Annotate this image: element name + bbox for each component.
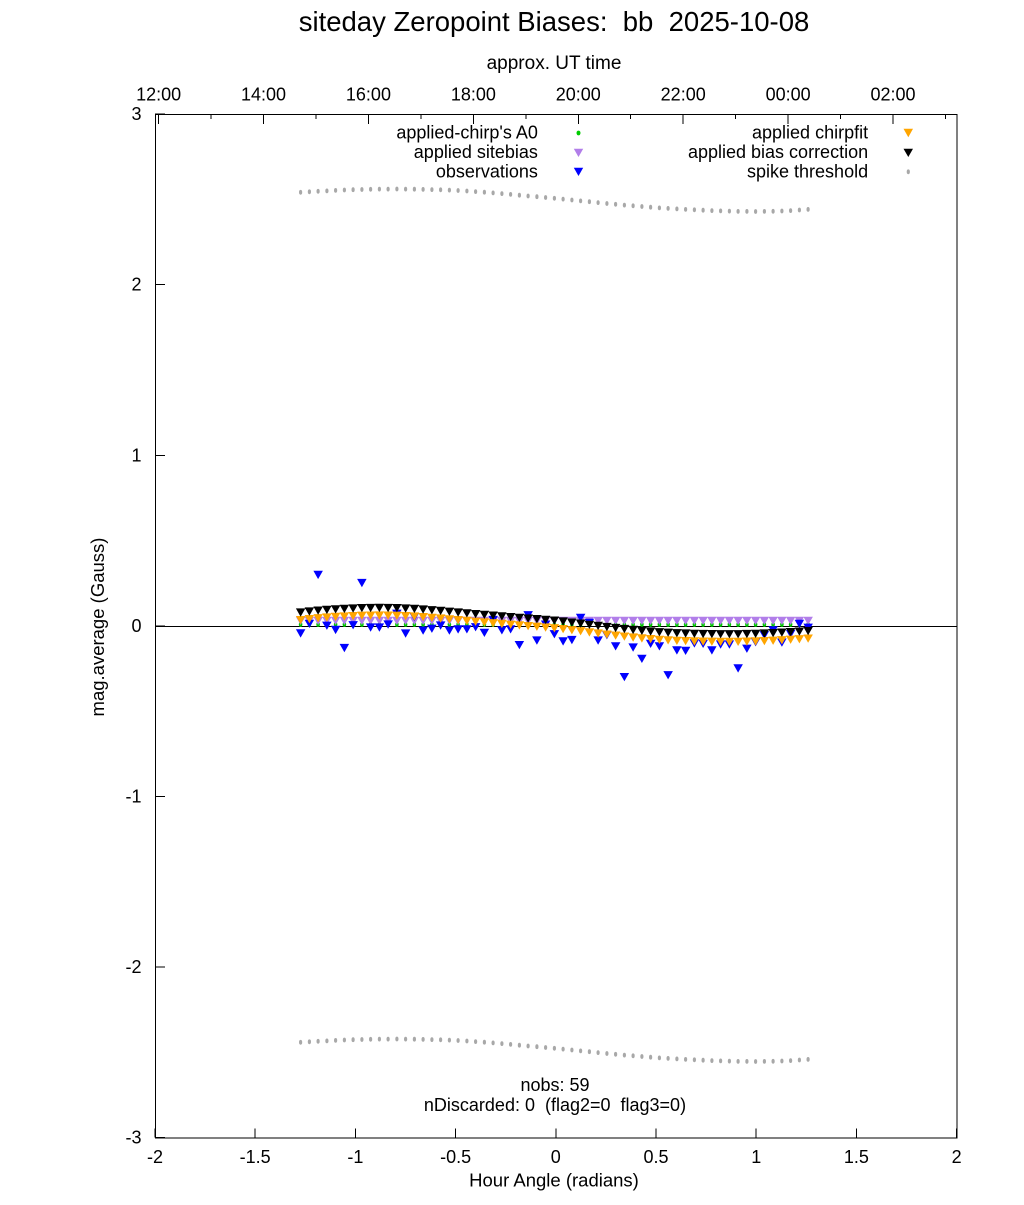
svg-text:20:00: 20:00 <box>556 85 601 105</box>
svg-text:-2: -2 <box>147 1147 163 1167</box>
svg-text:approx. UT time: approx. UT time <box>487 53 622 74</box>
svg-text:nDiscarded: 0 (flag2=0 flag3: nDiscarded: 0 (flag2=0 flag3=0) <box>424 1095 686 1115</box>
svg-text:02:00: 02:00 <box>871 85 916 105</box>
svg-text:18:00: 18:00 <box>451 85 496 105</box>
svg-text:14:00: 14:00 <box>241 85 286 105</box>
svg-text:applied sitebias: applied sitebias <box>414 142 538 162</box>
svg-text:-3: -3 <box>125 1128 141 1148</box>
svg-text:mag.average (Gauss): mag.average (Gauss) <box>87 538 108 717</box>
svg-text:-1: -1 <box>347 1147 363 1167</box>
svg-text:3: 3 <box>131 104 141 124</box>
svg-text:applied-chirp's A0: applied-chirp's A0 <box>396 123 538 143</box>
svg-text:2: 2 <box>952 1147 962 1167</box>
svg-text:2: 2 <box>131 275 141 295</box>
svg-text:0: 0 <box>551 1147 561 1167</box>
svg-text:spike threshold: spike threshold <box>747 162 868 182</box>
svg-text:Hour Angle (radians): Hour Angle (radians) <box>469 1170 639 1191</box>
svg-text:nobs: 59: nobs: 59 <box>520 1075 589 1095</box>
svg-text:16:00: 16:00 <box>346 85 391 105</box>
svg-text:1.5: 1.5 <box>844 1147 869 1167</box>
svg-text:00:00: 00:00 <box>766 85 811 105</box>
svg-text:applied chirpfit: applied chirpfit <box>752 123 868 143</box>
svg-text:1: 1 <box>131 445 141 465</box>
svg-text:0.5: 0.5 <box>643 1147 668 1167</box>
svg-text:22:00: 22:00 <box>661 85 706 105</box>
svg-text:-1: -1 <box>125 787 141 807</box>
svg-text:-0.5: -0.5 <box>440 1147 471 1167</box>
svg-text:1: 1 <box>751 1147 761 1167</box>
svg-text:-2: -2 <box>125 957 141 977</box>
svg-text:-1.5: -1.5 <box>240 1147 271 1167</box>
svg-text:0: 0 <box>131 616 141 636</box>
svg-text:applied bias correction: applied bias correction <box>688 142 868 162</box>
svg-text:siteday Zeropoint Biases: bb: siteday Zeropoint Biases: bb 2025-10-08 <box>299 6 810 37</box>
svg-text:observations: observations <box>436 162 538 182</box>
svg-text:12:00: 12:00 <box>136 85 181 105</box>
